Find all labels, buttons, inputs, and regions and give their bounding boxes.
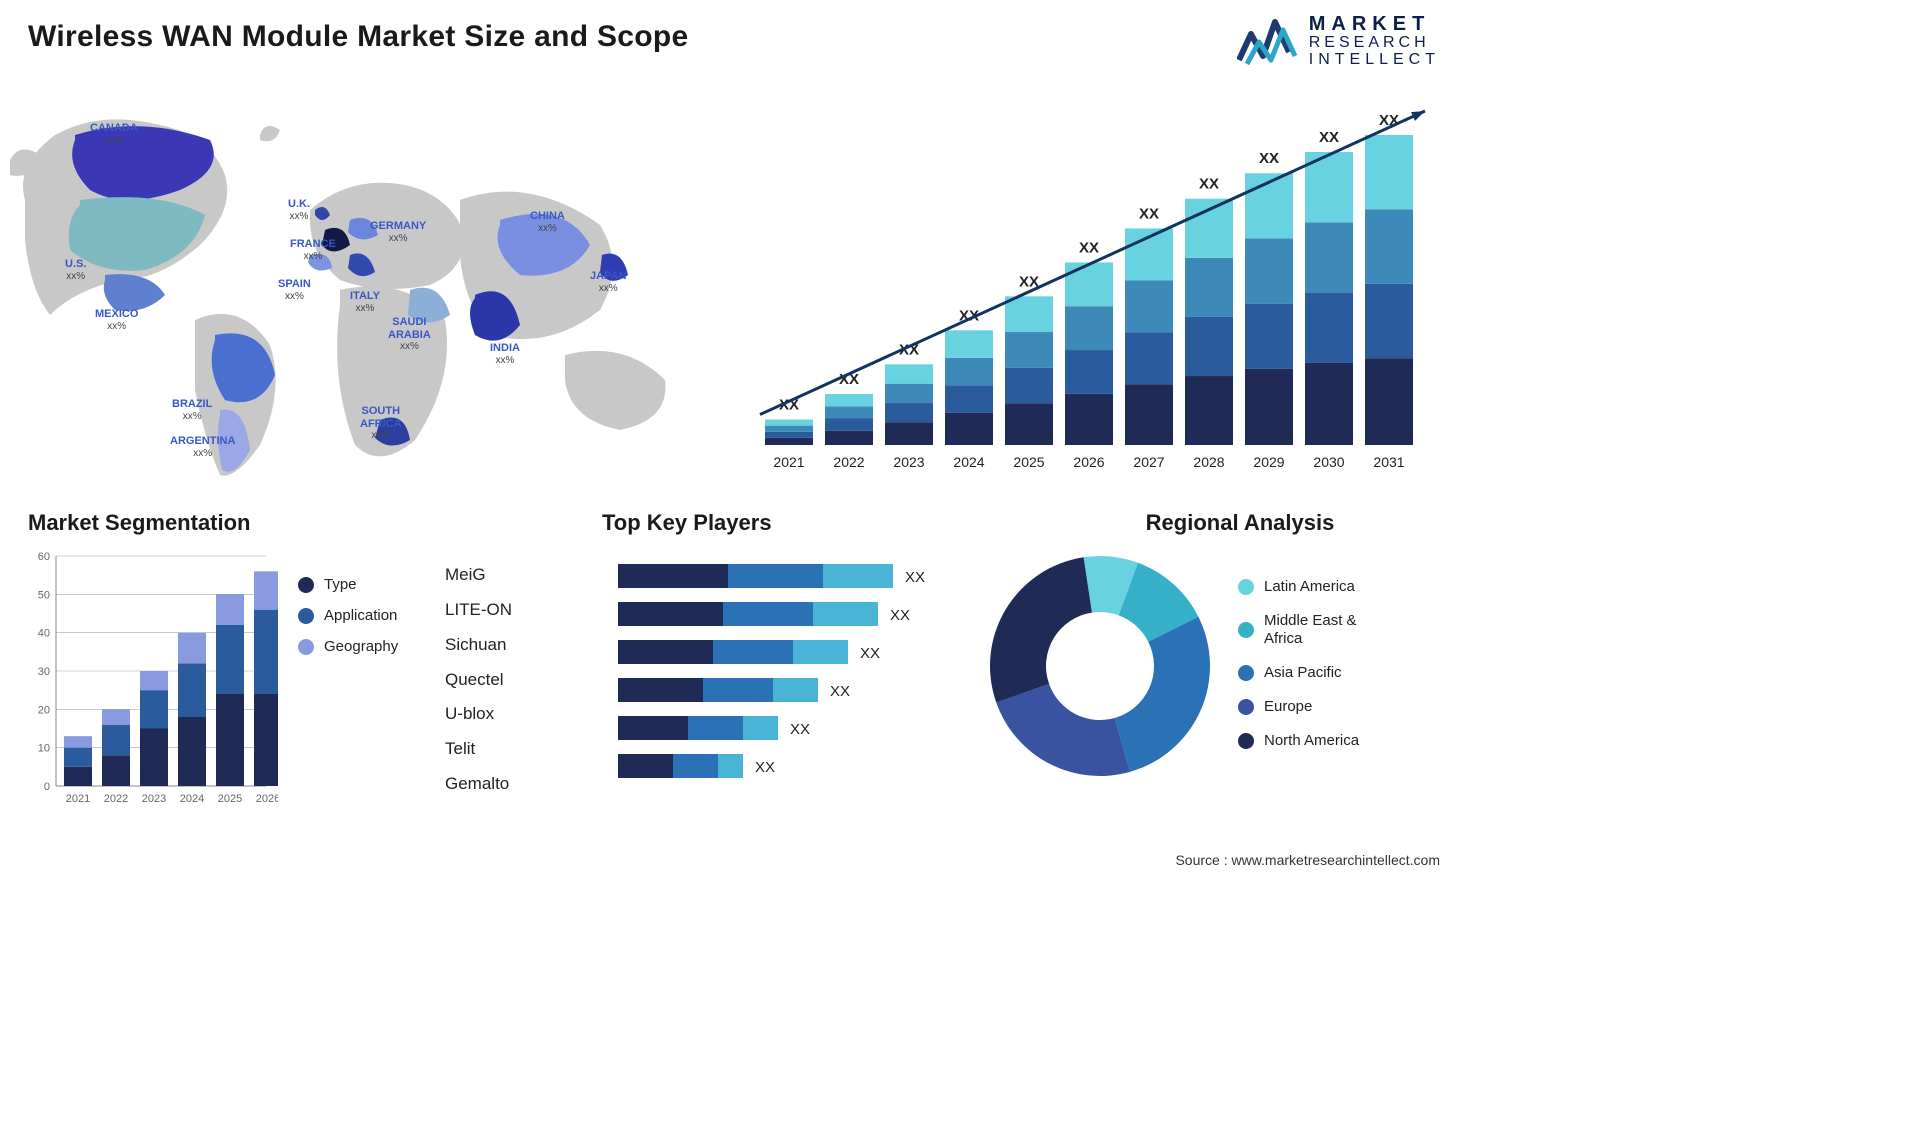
segmentation-panel: Market Segmentation 0 10 20 30 40 50 60 2021 202… <box>28 510 448 840</box>
svg-text:XX: XX <box>1319 129 1339 146</box>
player-name: Quectel <box>445 663 512 698</box>
segmentation-svg: 0 10 20 30 40 50 60 2021 2022 2023 2024 2025 2026 <box>28 546 278 811</box>
svg-text:2021: 2021 <box>66 793 90 805</box>
svg-text:2031: 2031 <box>1373 454 1404 470</box>
key-players-panel: MeiGLITE-ONSichuanQuectelU-bloxTelitGema… <box>445 510 985 840</box>
growth-chart-svg: 2021XX2022XX2023XX2024XX2025XX2026XX2027… <box>750 95 1440 490</box>
map-label: JAPANxx% <box>590 270 626 294</box>
regional-panel: Regional Analysis Latin America Middle Ea… <box>980 510 1440 840</box>
brand-logo: MARKET RESEARCH INTELLECT <box>1237 12 1440 70</box>
svg-text:2024: 2024 <box>180 793 204 805</box>
map-label: BRAZILxx% <box>172 398 212 422</box>
svg-text:0: 0 <box>44 781 50 793</box>
svg-text:2026: 2026 <box>1073 454 1104 470</box>
logo-mark-icon <box>1237 12 1299 70</box>
svg-text:10: 10 <box>38 743 50 755</box>
legend-item: Application <box>298 607 398 624</box>
map-label: GERMANYxx% <box>370 220 426 244</box>
legend-item: Europe <box>1238 698 1359 716</box>
svg-text:30: 30 <box>38 666 50 678</box>
source-label: Source : www.marketresearchintellect.com <box>1175 852 1440 868</box>
map-label: ARGENTINAxx% <box>170 435 235 459</box>
svg-text:2030: 2030 <box>1313 454 1344 470</box>
legend-item: Latin America <box>1238 578 1359 596</box>
map-label: MEXICOxx% <box>95 308 138 332</box>
growth-bar-chart: 2021XX2022XX2023XX2024XX2025XX2026XX2027… <box>750 95 1440 490</box>
svg-text:20: 20 <box>38 704 50 716</box>
map-label: CANADAxx% <box>90 122 138 146</box>
regional-title: Regional Analysis <box>980 510 1440 536</box>
svg-text:2023: 2023 <box>142 793 166 805</box>
svg-text:2029: 2029 <box>1253 454 1284 470</box>
svg-text:2025: 2025 <box>218 793 242 805</box>
map-label: CHINAxx% <box>530 210 565 234</box>
svg-text:2024: 2024 <box>953 454 984 470</box>
player-name: U-blox <box>445 697 512 732</box>
player-name: Gemalto <box>445 767 512 802</box>
map-label: INDIAxx% <box>490 342 520 366</box>
world-map: CANADAxx% U.S.xx% MEXICOxx% BRAZILxx% ARGENT… <box>10 80 710 500</box>
players-bars: XX XX XX XX XX XX <box>618 558 978 828</box>
svg-text:XX: XX <box>1259 150 1279 167</box>
players-list: MeiGLITE-ONSichuanQuectelU-bloxTelitGema… <box>445 558 512 802</box>
svg-text:2022: 2022 <box>104 793 128 805</box>
svg-text:XX: XX <box>830 683 850 700</box>
svg-text:2025: 2025 <box>1013 454 1044 470</box>
svg-text:XX: XX <box>755 759 775 776</box>
player-name: Telit <box>445 732 512 767</box>
map-label: U.S.xx% <box>65 258 86 282</box>
svg-text:XX: XX <box>905 569 925 586</box>
segmentation-chart: 0 10 20 30 40 50 60 2021 2022 2023 2024 2025 2026 <box>28 546 278 811</box>
svg-text:XX: XX <box>860 645 880 662</box>
logo-text-2: RESEARCH <box>1309 35 1440 52</box>
map-label: SAUDIARABIAxx% <box>388 316 431 353</box>
donut-svg <box>980 544 1220 784</box>
svg-text:60: 60 <box>38 551 50 563</box>
svg-text:XX: XX <box>790 721 810 738</box>
logo-text-1: MARKET <box>1309 14 1440 35</box>
player-name: Sichuan <box>445 628 512 663</box>
legend-item: Asia Pacific <box>1238 664 1359 682</box>
player-name: MeiG <box>445 558 512 593</box>
svg-text:XX: XX <box>1079 239 1099 256</box>
legend-item: North America <box>1238 732 1359 750</box>
players-svg: XX XX XX XX XX XX <box>618 558 978 828</box>
legend-item: Type <box>298 576 398 593</box>
players-title: Top Key Players <box>602 510 772 536</box>
svg-text:40: 40 <box>38 628 50 640</box>
segmentation-legend: Type Application Geography <box>298 546 398 811</box>
legend-item: Geography <box>298 638 398 655</box>
svg-text:XX: XX <box>1139 205 1159 222</box>
player-name: LITE-ON <box>445 593 512 628</box>
legend-item: Middle East &Africa <box>1238 612 1359 648</box>
svg-text:XX: XX <box>1199 176 1219 193</box>
map-label: U.K.xx% <box>288 198 310 222</box>
svg-text:2021: 2021 <box>773 454 804 470</box>
svg-text:2028: 2028 <box>1193 454 1224 470</box>
page-title: Wireless WAN Module Market Size and Scop… <box>28 20 689 54</box>
svg-text:XX: XX <box>890 607 910 624</box>
map-label: SOUTHAFRICAxx% <box>360 405 402 442</box>
map-label: ITALYxx% <box>350 290 380 314</box>
svg-text:2023: 2023 <box>893 454 924 470</box>
map-label: SPAINxx% <box>278 278 311 302</box>
map-label: FRANCExx% <box>290 238 336 262</box>
svg-text:2026: 2026 <box>256 793 278 805</box>
donut-legend: Latin America Middle East &Africa Asia Pac… <box>1238 578 1359 750</box>
logo-text-3: INTELLECT <box>1309 52 1440 69</box>
svg-text:2027: 2027 <box>1133 454 1164 470</box>
svg-text:50: 50 <box>38 589 50 601</box>
svg-text:2022: 2022 <box>833 454 864 470</box>
segmentation-title: Market Segmentation <box>28 510 448 536</box>
